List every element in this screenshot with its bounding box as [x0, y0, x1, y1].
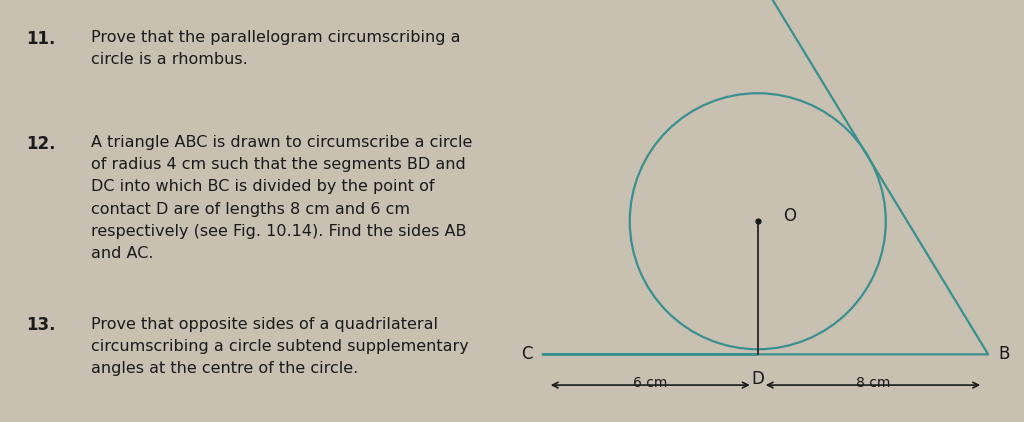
Text: Prove that opposite sides of a quadrilateral
circumscribing a circle subtend sup: Prove that opposite sides of a quadrilat… — [90, 316, 468, 376]
Text: 8 cm: 8 cm — [856, 376, 890, 390]
Text: B: B — [998, 345, 1010, 363]
Text: 11.: 11. — [27, 30, 56, 48]
Text: 13.: 13. — [27, 316, 56, 335]
Text: D: D — [752, 370, 764, 388]
Text: Prove that the parallelogram circumscribing a
circle is a rhombus.: Prove that the parallelogram circumscrib… — [90, 30, 460, 67]
Text: A triangle ABC is drawn to circumscribe a circle
of radius 4 cm such that the se: A triangle ABC is drawn to circumscribe … — [90, 135, 472, 261]
Text: C: C — [521, 345, 532, 363]
Text: 6 cm: 6 cm — [633, 376, 668, 390]
Text: 12.: 12. — [27, 135, 56, 153]
Text: O: O — [783, 207, 797, 225]
